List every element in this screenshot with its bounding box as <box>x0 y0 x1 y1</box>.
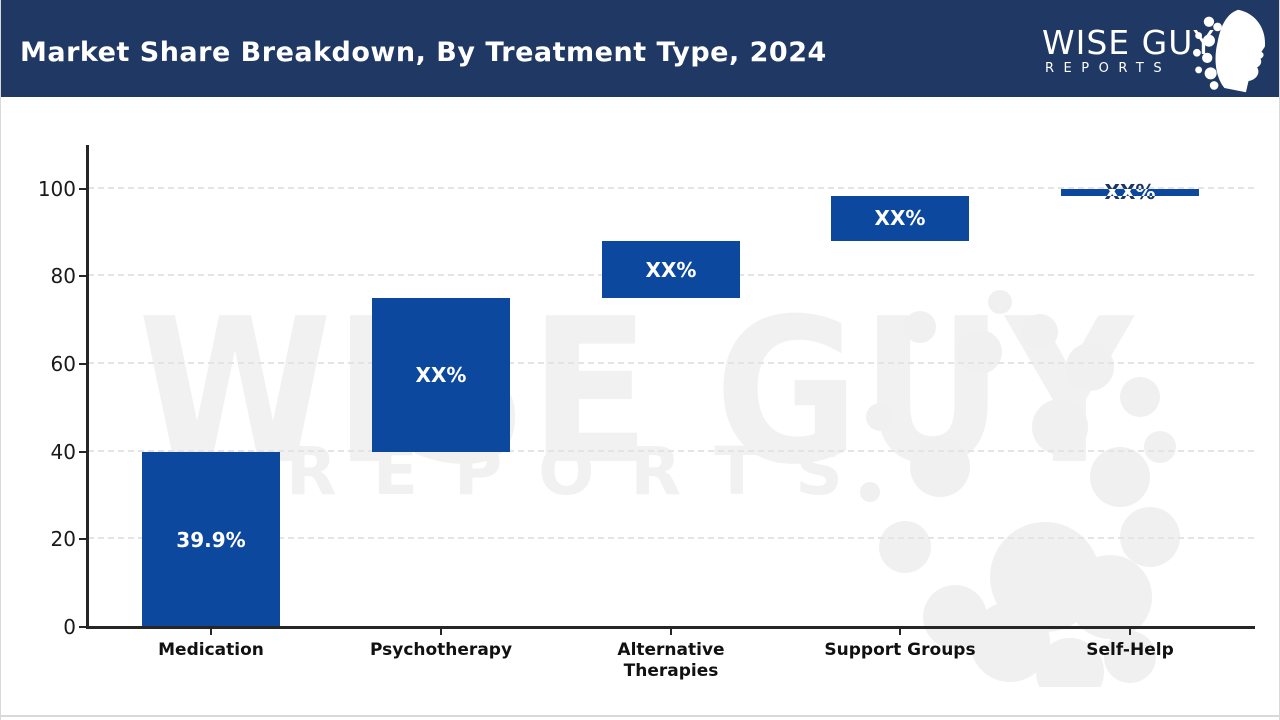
y-tick-label: 40 <box>50 439 76 464</box>
y-tick-mark <box>79 450 87 453</box>
y-tick-mark <box>79 275 87 278</box>
gridline-y100 <box>88 186 1254 189</box>
wise-guy-reports-logo: WISE GUY REPORTS <box>1016 6 1266 94</box>
x-tick-mark <box>1129 627 1131 635</box>
bar-value-label: XX% <box>645 257 697 282</box>
y-tick-label: 80 <box>50 264 76 289</box>
plot-area: 39.9%39.9%XX%XX%XX%XX%XX%XX%XX%XX% <box>88 145 1254 627</box>
y-tick-mark <box>79 362 87 365</box>
bar-support-groups: XX% <box>831 195 969 242</box>
bar-value-label: XX% <box>874 206 926 231</box>
logo-subtitle: REPORTS <box>1045 61 1172 76</box>
page-title: Market Share Breakdown, By Treatment Typ… <box>20 37 827 68</box>
bar-self-help: XX% <box>1061 188 1199 196</box>
gridline-y40 <box>88 449 1254 452</box>
bar-value-label: XX% <box>1061 189 1199 196</box>
x-category-label: Medication <box>158 640 264 660</box>
logo-wordmark: WISE GUY <box>1042 23 1215 62</box>
x-category-label: Alternative Therapies <box>617 640 725 681</box>
x-tick-mark <box>899 627 901 635</box>
bar-psychotherapy: XX% <box>372 298 510 453</box>
x-category-label: Self-Help <box>1086 640 1174 660</box>
y-tick-label: 100 <box>37 176 76 201</box>
header-bar: Market Share Breakdown, By Treatment Typ… <box>0 0 1280 97</box>
y-tick-label: 0 <box>63 615 76 639</box>
x-tick-mark <box>440 627 442 635</box>
x-category-label: Psychotherapy <box>369 640 513 660</box>
y-tick-mark <box>79 187 87 190</box>
x-category-label: Support Groups <box>824 640 976 660</box>
bar-alternative-therapies: XX% <box>602 241 740 299</box>
bottom-rule <box>0 715 1280 717</box>
y-tick-mark <box>79 538 87 541</box>
gridline-y20 <box>88 537 1254 540</box>
bar-value-label: 39.9% <box>176 527 246 552</box>
y-tick-label: 60 <box>50 351 76 376</box>
x-tick-mark <box>210 627 212 635</box>
logo-head-icon <box>1193 9 1266 93</box>
bar-medication: 39.9% <box>142 452 280 627</box>
y-tick-label: 20 <box>50 527 76 552</box>
y-tick-mark <box>79 626 87 628</box>
x-tick-mark <box>670 627 672 635</box>
y-axis-line <box>86 145 89 629</box>
gridline-y60 <box>88 361 1254 364</box>
bar-value-label: XX% <box>415 363 467 388</box>
